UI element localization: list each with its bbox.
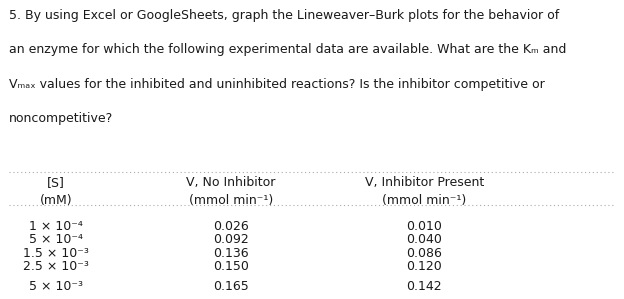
Text: 1.5 × 10⁻³: 1.5 × 10⁻³ bbox=[23, 247, 89, 260]
Text: noncompetitive?: noncompetitive? bbox=[9, 112, 114, 125]
Text: V, Inhibitor Present
(mmol min⁻¹): V, Inhibitor Present (mmol min⁻¹) bbox=[364, 176, 484, 208]
Text: 0.120: 0.120 bbox=[406, 260, 442, 273]
Text: 0.136: 0.136 bbox=[213, 247, 249, 260]
Text: Vₘₐₓ values for the inhibited and uninhibited reactions? Is the inhibitor compet: Vₘₐₓ values for the inhibited and uninhi… bbox=[9, 78, 545, 91]
Text: 0.086: 0.086 bbox=[406, 247, 442, 260]
Text: 5. By using Excel or GoogleSheets, graph the Lineweaver–Burk plots for the behav: 5. By using Excel or GoogleSheets, graph… bbox=[9, 9, 560, 22]
Text: 1 × 10⁻⁴: 1 × 10⁻⁴ bbox=[29, 220, 83, 233]
Text: an enzyme for which the following experimental data are available. What are the : an enzyme for which the following experi… bbox=[9, 43, 567, 56]
Text: V, No Inhibitor
(mmol min⁻¹): V, No Inhibitor (mmol min⁻¹) bbox=[186, 176, 276, 208]
Text: 0.040: 0.040 bbox=[406, 233, 442, 246]
Text: [S]
(mM): [S] (mM) bbox=[40, 176, 72, 208]
Text: 5 × 10⁻³: 5 × 10⁻³ bbox=[29, 280, 83, 292]
Text: 0.150: 0.150 bbox=[213, 260, 249, 273]
Text: 0.092: 0.092 bbox=[213, 233, 249, 246]
Text: 2.5 × 10⁻³: 2.5 × 10⁻³ bbox=[23, 260, 89, 273]
Text: 0.026: 0.026 bbox=[213, 220, 249, 233]
Text: 0.010: 0.010 bbox=[406, 220, 442, 233]
Text: 5 × 10⁻⁴: 5 × 10⁻⁴ bbox=[29, 233, 83, 246]
Text: 0.142: 0.142 bbox=[406, 280, 442, 292]
Text: 0.165: 0.165 bbox=[213, 280, 249, 292]
